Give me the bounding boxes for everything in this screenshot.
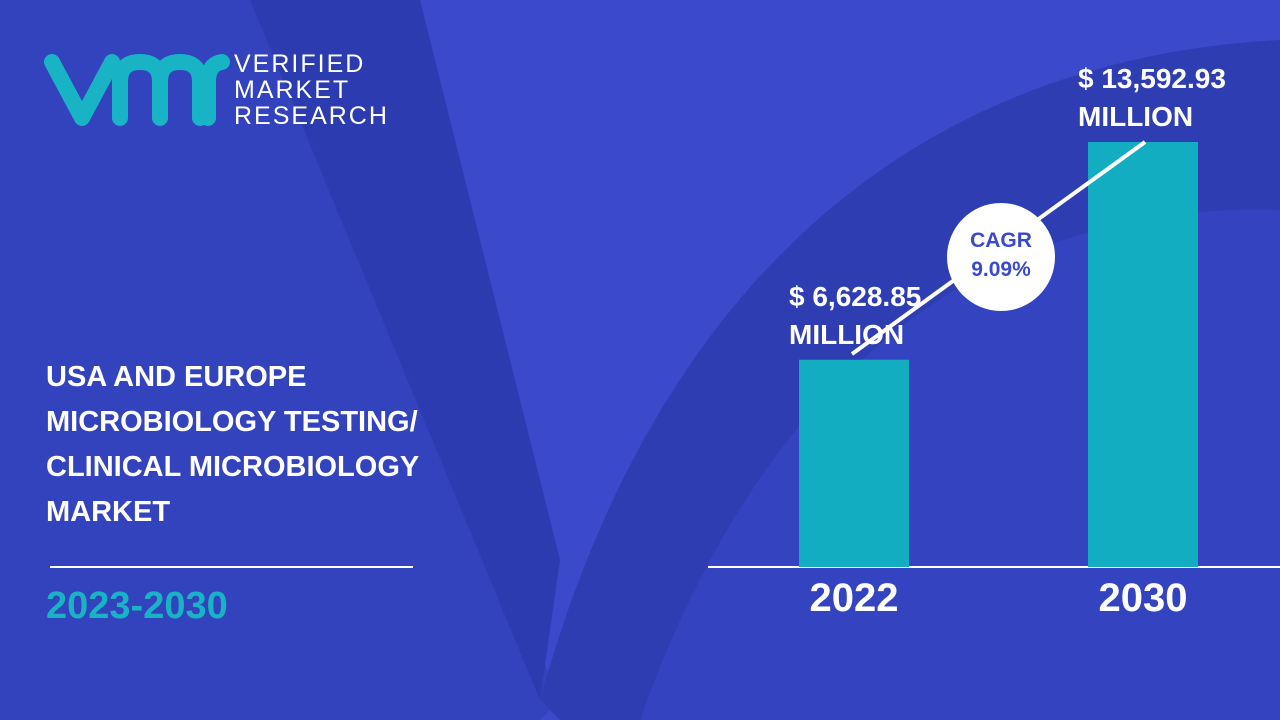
chart-title: USA AND EUROPE MICROBIOLOGY TESTING/ CLI… bbox=[46, 361, 419, 528]
cagr-label: CAGR bbox=[970, 229, 1032, 252]
x-tick-label: 2030 bbox=[1098, 576, 1188, 620]
bg-shape bbox=[0, 0, 560, 720]
period: 2023-2030 bbox=[46, 585, 228, 627]
logo-text: RESEARCH bbox=[234, 102, 389, 130]
bg-shape bbox=[250, 0, 560, 700]
cagr-value: 9.09% bbox=[971, 258, 1031, 281]
bar bbox=[1088, 142, 1198, 567]
x-tick-label: 2022 bbox=[809, 576, 899, 620]
bar bbox=[799, 359, 909, 567]
value-label: $ 6,628.85 MILLION bbox=[789, 280, 922, 350]
value-label: $ 13,592.93 MILLION bbox=[1078, 63, 1226, 132]
cagr-circle bbox=[947, 203, 1055, 311]
logo-text: VERIFIED bbox=[234, 50, 366, 78]
logo-text: MARKET bbox=[234, 76, 351, 104]
logo-mark bbox=[44, 54, 230, 126]
